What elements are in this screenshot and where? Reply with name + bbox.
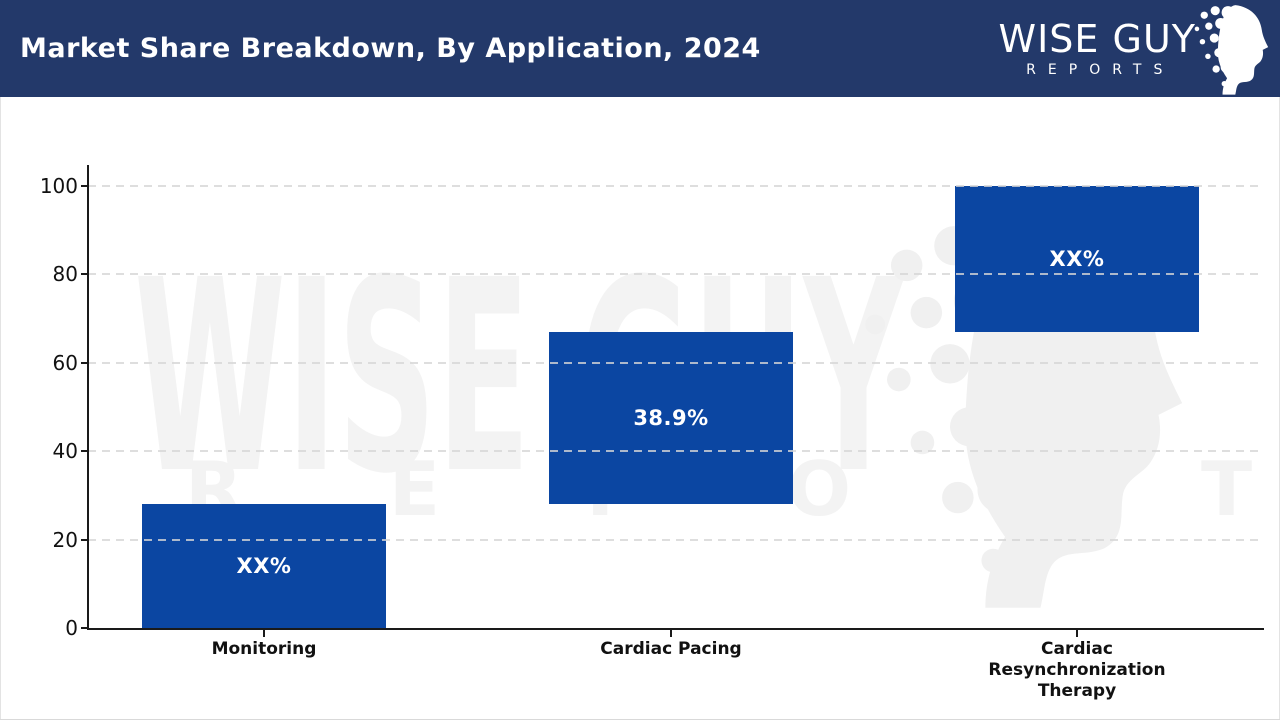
bar-value-label: XX%	[236, 554, 292, 578]
header: Market Share Breakdown, By Application, …	[0, 0, 1280, 97]
y-tick-mark	[81, 627, 88, 629]
x-tick-mark	[1076, 630, 1078, 637]
bar-segment: 38.9%	[549, 332, 793, 504]
gridline	[88, 450, 1264, 452]
y-tick-mark	[81, 539, 88, 541]
y-tick-label: 0	[65, 616, 78, 640]
gridline	[88, 539, 1264, 541]
bar-value-label: 38.9%	[633, 406, 709, 430]
y-tick-label: 20	[52, 528, 78, 552]
x-tick-label: Monitoring	[211, 639, 317, 659]
gridline	[88, 185, 1264, 187]
y-tick-label: 80	[52, 262, 78, 286]
y-tick-mark	[81, 362, 88, 364]
y-tick-mark	[81, 185, 88, 187]
gridline	[88, 362, 1264, 364]
bar-segment: XX%	[142, 504, 386, 628]
y-tick-mark	[81, 273, 88, 275]
brand-subtitle-text: REPORTS	[1026, 61, 1175, 78]
x-tick-mark	[670, 630, 672, 637]
y-tick-label: 40	[52, 439, 78, 463]
y-axis-spine	[87, 165, 89, 628]
gridline	[88, 273, 1264, 275]
bar-segment: XX%	[955, 186, 1199, 332]
brand-wordmark: WISE GUY REPORTS	[999, 20, 1196, 78]
x-axis-spine	[87, 628, 1264, 630]
chart-title: Market Share Breakdown, By Application, …	[20, 33, 761, 64]
bar-value-label: XX%	[1049, 247, 1105, 271]
y-tick-mark	[81, 450, 88, 452]
x-tick-label: Cardiac Resynchronization Therapy	[988, 639, 1166, 701]
y-tick-label: 100	[39, 174, 78, 198]
face-profile-logo-icon	[1194, 4, 1269, 95]
brand-logo: WISE GUY REPORTS	[999, 0, 1270, 97]
x-tick-label: Cardiac Pacing	[600, 639, 742, 659]
y-tick-label: 60	[52, 351, 78, 375]
brand-name-text: WISE GUY	[998, 16, 1196, 61]
x-tick-mark	[263, 630, 265, 637]
